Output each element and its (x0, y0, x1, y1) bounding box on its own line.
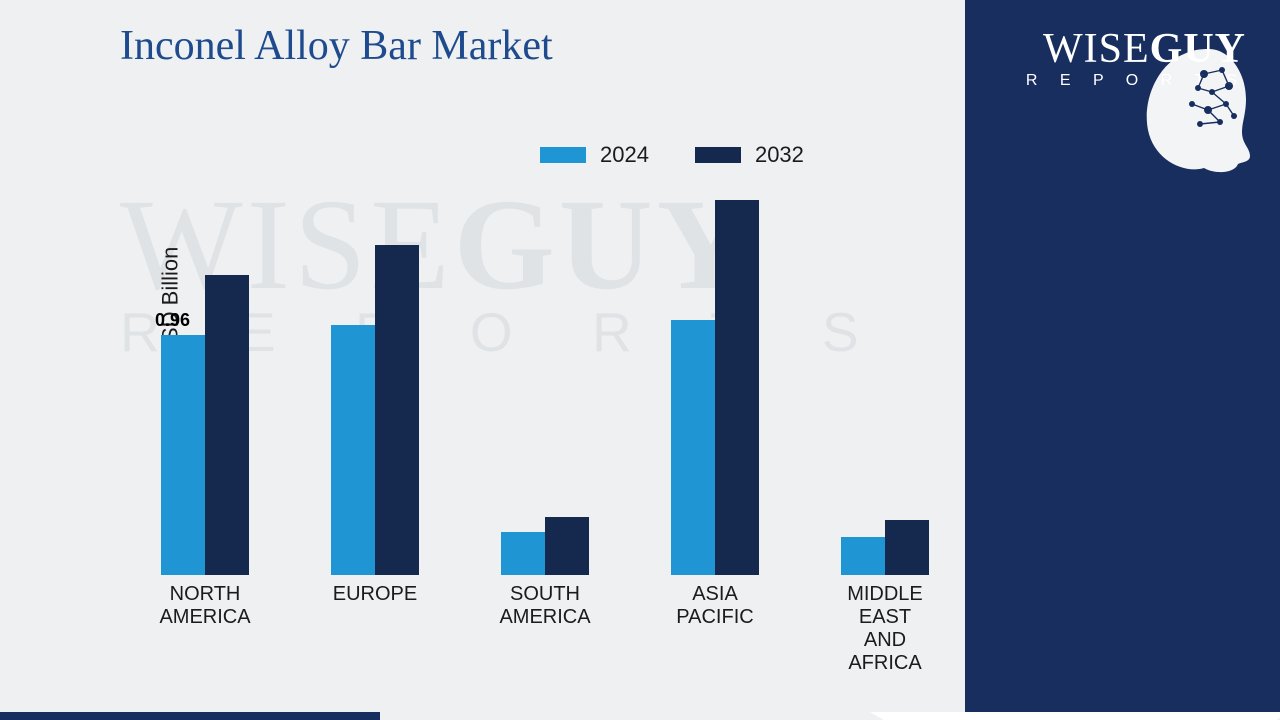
brain-head-icon (1134, 44, 1254, 174)
bar (885, 520, 929, 575)
bar-group: ASIAPACIFIC (650, 200, 780, 575)
legend-label-2032: 2032 (755, 142, 804, 168)
bar-value-label: 0.96 (155, 310, 190, 331)
bar (501, 532, 545, 575)
bottom-accent-strip (0, 712, 380, 720)
bar (161, 335, 205, 575)
bar (545, 517, 589, 575)
bar (671, 320, 715, 575)
category-label: ASIAPACIFIC (645, 583, 785, 629)
category-label: NORTHAMERICA (135, 583, 275, 629)
bar-chart: 0.96NORTHAMERICA EUROPE SOUTHAMERICA ASIAPA… (100, 175, 930, 575)
legend-label-2024: 2024 (600, 142, 649, 168)
legend-swatch-2024 (540, 147, 586, 163)
chart-title: Inconel Alloy Bar Market (120, 22, 553, 70)
legend-item-2024: 2024 (540, 142, 649, 168)
bar (205, 275, 249, 575)
brand-logo: WISEGUY R E P O R T S (1026, 28, 1246, 90)
report-frame: WISEGUY R E P O R T S (0, 0, 1280, 720)
bar-group: SOUTHAMERICA (480, 517, 610, 575)
legend-swatch-2032 (695, 147, 741, 163)
category-label: EUROPE (305, 583, 445, 606)
bar (841, 537, 885, 575)
category-label: MIDDLEEASTANDAFRICA (815, 583, 955, 675)
category-label: SOUTHAMERICA (475, 583, 615, 629)
bar-group: EUROPE (310, 245, 440, 575)
bar-group: MIDDLEEASTANDAFRICA (820, 520, 950, 575)
legend-item-2032: 2032 (695, 142, 804, 168)
legend: 2024 2032 (540, 142, 804, 168)
bar-group: 0.96NORTHAMERICA (140, 275, 270, 575)
bar (375, 245, 419, 575)
bar (331, 325, 375, 575)
bar (715, 200, 759, 575)
